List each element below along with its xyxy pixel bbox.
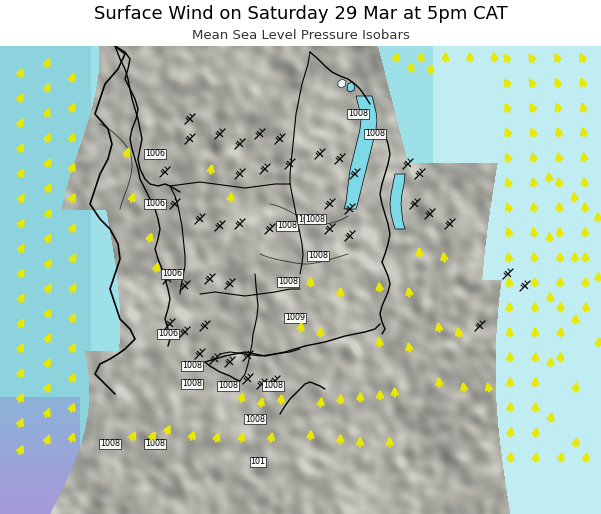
Text: 1008: 1008	[365, 130, 385, 138]
Text: Surface Wind on Saturday 29 Mar at 5pm CAT: Surface Wind on Saturday 29 Mar at 5pm C…	[94, 5, 507, 23]
Text: 1006: 1006	[158, 329, 178, 339]
Polygon shape	[344, 96, 377, 209]
Text: 1008: 1008	[277, 222, 297, 230]
Text: 1008: 1008	[308, 251, 328, 261]
Text: 1006: 1006	[145, 199, 165, 209]
Polygon shape	[338, 79, 346, 88]
Text: 1008: 1008	[218, 381, 238, 391]
Text: 101: 101	[251, 457, 266, 467]
Text: 1008: 1008	[305, 214, 325, 224]
Text: 1008: 1008	[245, 414, 265, 424]
Text: 1006: 1006	[145, 150, 165, 158]
Polygon shape	[347, 82, 355, 92]
Text: 1008: 1008	[278, 278, 298, 286]
Polygon shape	[390, 174, 405, 229]
Text: 1008: 1008	[182, 361, 202, 371]
Text: 1008: 1008	[100, 439, 120, 449]
Text: 1008: 1008	[348, 109, 368, 119]
Text: 1008: 1008	[263, 381, 283, 391]
Text: 1008: 1008	[145, 439, 165, 449]
Text: Mean Sea Level Pressure Isobars: Mean Sea Level Pressure Isobars	[192, 29, 409, 42]
Text: 1006: 1006	[162, 269, 182, 279]
Text: 1006: 1006	[298, 214, 318, 224]
Text: 1009: 1009	[285, 314, 305, 322]
Text: 1008: 1008	[182, 379, 202, 389]
